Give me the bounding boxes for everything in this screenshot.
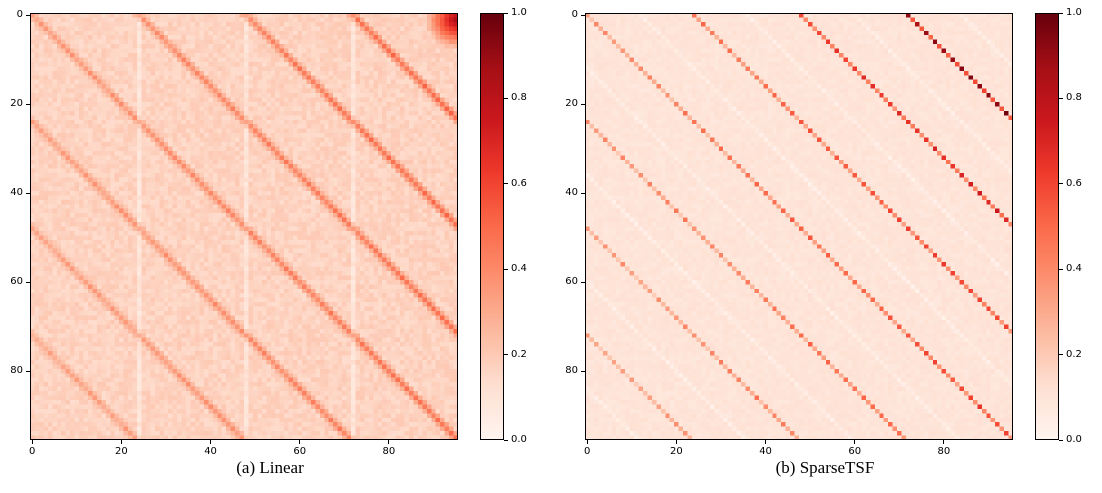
x-tick-label: 20 — [115, 446, 128, 457]
x-tick-mark — [120, 440, 122, 444]
colorbar-tick-mark — [504, 439, 508, 441]
x-tick-mark — [765, 440, 767, 444]
y-tick-label: 20 — [565, 98, 578, 110]
colorbar-tick-label: 0.6 — [511, 177, 527, 189]
colorbar-tick-label: 1.0 — [1066, 7, 1082, 18]
x-tick-label: 40 — [204, 446, 217, 457]
caption-linear: (a) Linear — [236, 458, 304, 477]
colorbar-tick-mark — [1059, 439, 1063, 441]
heatmap-sparsetsf-canvas — [585, 13, 1013, 440]
colorbar-tick-label: 0.6 — [1066, 177, 1082, 189]
y-tick-mark — [581, 103, 585, 105]
heatmap-linear-canvas — [30, 13, 458, 440]
x-tick-mark — [299, 440, 301, 444]
y-tick-label: 80 — [10, 365, 23, 377]
x-tick-mark — [586, 440, 588, 444]
x-tick-mark — [854, 440, 856, 444]
y-tick-label: 80 — [565, 365, 578, 377]
y-tick-mark — [26, 281, 30, 283]
y-tick-mark — [581, 14, 585, 16]
y-tick-mark — [26, 14, 30, 16]
colorbar-tick-mark — [1059, 354, 1063, 356]
x-tick-label: 40 — [759, 446, 772, 457]
colorbar-linear-canvas — [480, 13, 504, 440]
x-tick-label: 80 — [382, 446, 396, 457]
colorbar-tick-mark — [504, 268, 508, 270]
colorbar-tick-mark — [504, 12, 508, 14]
colorbar-tick-label: 1.0 — [511, 7, 527, 18]
x-tick-label: 60 — [293, 446, 307, 457]
colorbar-tick-label: 0.8 — [511, 92, 527, 104]
x-tick-mark — [210, 440, 212, 444]
x-tick-label: 0 — [29, 446, 36, 457]
x-tick-label: 0 — [584, 446, 591, 457]
y-tick-mark — [26, 192, 30, 194]
x-tick-label: 20 — [670, 446, 683, 457]
y-tick-label: 0 — [16, 9, 23, 21]
y-tick-label: 40 — [565, 187, 578, 199]
colorbar-tick-mark — [504, 183, 508, 185]
x-tick-mark — [675, 440, 677, 444]
x-tick-mark — [31, 440, 33, 444]
x-tick-mark — [388, 440, 390, 444]
colorbar-tick-label: 0.2 — [1066, 348, 1082, 360]
y-tick-label: 0 — [571, 9, 578, 21]
colorbar-tick-label: 0.0 — [511, 434, 527, 445]
y-tick-mark — [581, 192, 585, 194]
y-tick-label: 40 — [10, 187, 23, 199]
y-tick-mark — [26, 370, 30, 372]
colorbar-tick-label: 0.4 — [511, 263, 527, 275]
colorbar-tick-label: 0.0 — [1066, 434, 1082, 445]
y-tick-mark — [26, 103, 30, 105]
colorbar-tick-mark — [504, 354, 508, 356]
colorbar-tick-label: 0.8 — [1066, 92, 1082, 104]
colorbar-tick-mark — [504, 97, 508, 99]
colorbar-tick-label: 0.2 — [511, 348, 527, 360]
caption-sparsetsf: (b) SparseTSF — [775, 458, 875, 477]
x-tick-label: 60 — [848, 446, 862, 457]
x-tick-mark — [943, 440, 945, 444]
colorbar-sparsetsf-canvas — [1035, 13, 1059, 440]
y-tick-label: 60 — [10, 276, 23, 288]
colorbar-tick-mark — [1059, 183, 1063, 185]
y-tick-label: 20 — [10, 98, 23, 110]
y-tick-label: 60 — [565, 276, 578, 288]
y-tick-mark — [581, 281, 585, 283]
y-tick-mark — [581, 370, 585, 372]
colorbar-tick-mark — [1059, 97, 1063, 99]
colorbar-tick-mark — [1059, 12, 1063, 14]
colorbar-tick-mark — [1059, 268, 1063, 270]
colorbar-tick-label: 0.4 — [1066, 263, 1082, 275]
x-tick-label: 80 — [937, 446, 951, 457]
